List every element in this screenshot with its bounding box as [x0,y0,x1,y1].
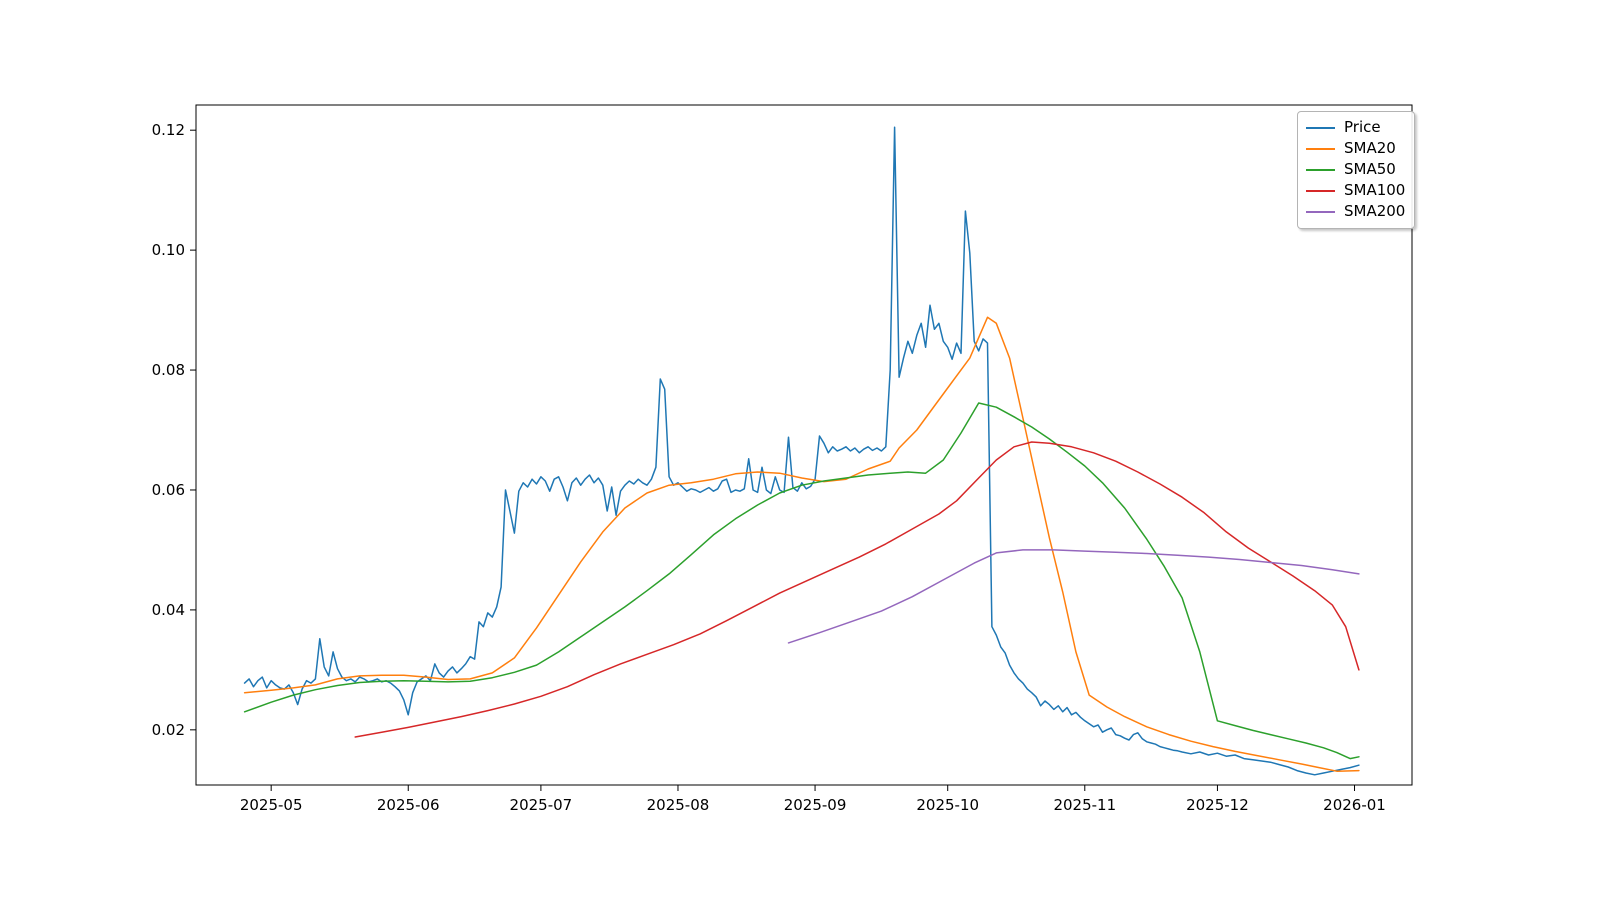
legend-line-sample-sma50 [1306,168,1335,171]
legend-entry-sma20: SMA20 [1306,138,1405,159]
x-tick-label: 2025-05 [240,796,303,814]
y-tick-label: 0.02 [152,721,185,739]
plot-area-background [196,105,1412,785]
legend-label-price: Price [1344,118,1381,136]
x-tick-label: 2025-10 [916,796,979,814]
plot-frame [195,104,1413,786]
series-line-sma100 [354,441,1360,738]
y-tick-label: 0.10 [152,241,185,259]
legend-line-sample-price [1306,126,1335,129]
y-tick-label: 0.06 [152,481,185,499]
legend-label-sma200: SMA200 [1344,202,1406,220]
y-tick-label: 0.04 [152,601,185,619]
legend-line-sample-sma200 [1306,210,1335,213]
x-tick-label: 2025-11 [1053,796,1116,814]
legend-line-sample-sma100 [1306,189,1335,192]
x-tick-label: 2025-08 [647,796,710,814]
series-line-sma200 [787,549,1360,644]
series-line-price [243,126,1360,776]
y-tick-label: 0.12 [152,121,185,139]
x-tick-label: 2026-01 [1323,796,1386,814]
x-tick-label: 2025-07 [510,796,573,814]
series-layer [243,126,1360,776]
axis-ticks-layer: 2025-05 2025-06 2025-07 2025-08 2025-09 2025-… [152,121,1386,814]
series-line-sma20 [243,316,1360,772]
series-line-sma50 [243,402,1360,760]
x-tick-label: 2025-06 [377,796,440,814]
legend-label-sma20: SMA20 [1344,139,1396,157]
legend-entry-sma50: SMA50 [1306,159,1405,180]
legend-label-sma100: SMA100 [1344,181,1406,199]
legend-line-sample-sma20 [1306,147,1335,150]
x-tick-label: 2025-12 [1186,796,1249,814]
legend-entry-sma200: SMA200 [1306,201,1405,222]
y-tick-label: 0.08 [152,361,185,379]
legend-label-sma50: SMA50 [1344,160,1396,178]
x-tick-label: 2025-09 [784,796,847,814]
legend: Price SMA20 SMA50 SMA100 SMA200 [1297,111,1416,229]
legend-entry-sma100: SMA100 [1306,180,1405,201]
legend-entry-price: Price [1306,117,1405,138]
